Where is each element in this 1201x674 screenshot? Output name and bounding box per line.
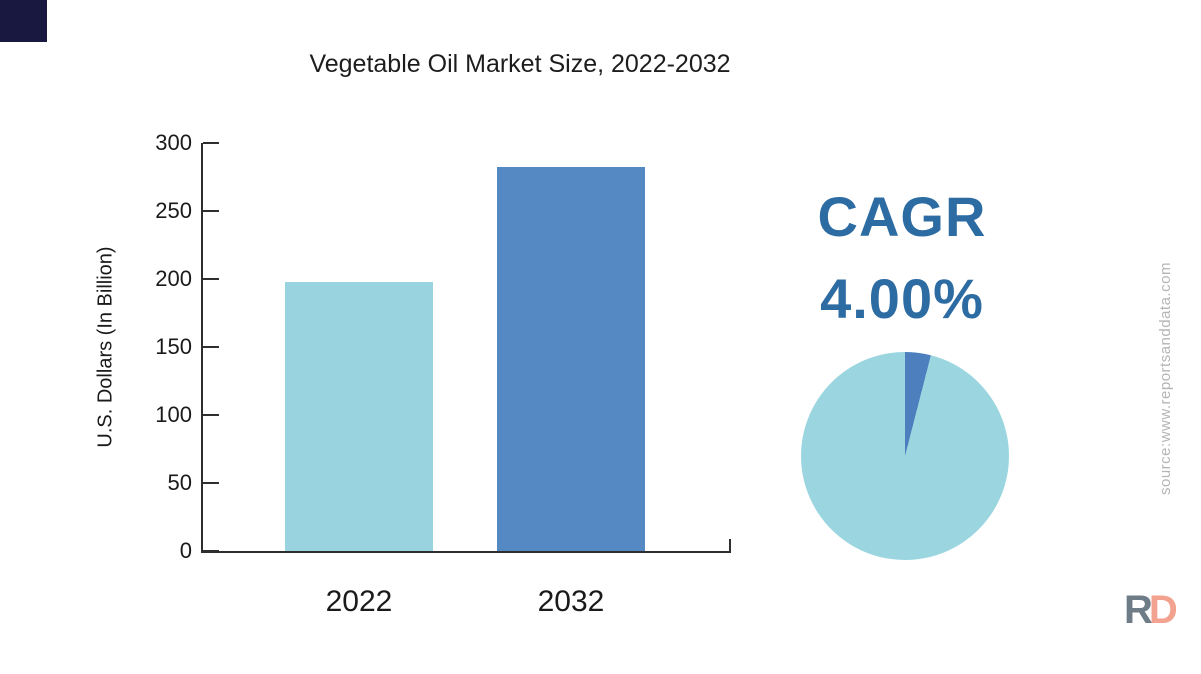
y-tick-mark-50: [203, 482, 219, 484]
x-axis-line: [201, 551, 731, 553]
y-tick-label-150: 150: [155, 334, 192, 359]
x-tick-label-2022: 2022: [325, 585, 393, 618]
brand-logo: RD: [1124, 588, 1178, 632]
cagr-pie-chart: [801, 352, 1009, 560]
y-tick-mark-250: [203, 210, 219, 212]
y-tick-label-50: 50: [167, 470, 192, 495]
chart-title: Vegetable Oil Market Size, 2022-2032: [309, 50, 731, 78]
y-tick-mark-150: [203, 346, 219, 348]
corner-watermark-square: [0, 0, 47, 42]
logo-letter-r: R: [1124, 588, 1153, 632]
y-tick-label-300: 300: [155, 130, 192, 155]
y-tick-mark-200: [203, 278, 219, 280]
cagr-label: CAGR: [817, 185, 987, 248]
y-tick-label-200: 200: [155, 266, 192, 291]
bar-2022: [285, 282, 433, 551]
y-tick-mark-0: [203, 550, 219, 552]
y-tick-label-0: 0: [179, 538, 192, 563]
source-attribution: source:www.reportsanddata.com: [1157, 262, 1174, 495]
y-tick-mark-300: [203, 142, 219, 144]
logo-letter-d: D: [1148, 588, 1178, 632]
y-tick-label-250: 250: [155, 198, 192, 223]
cagr-value: 4.00%: [820, 267, 984, 330]
bar-2032: [497, 167, 645, 551]
x-tick-label-2032: 2032: [537, 585, 605, 618]
y-axis-line: [201, 143, 203, 553]
y-tick-mark-100: [203, 414, 219, 416]
y-tick-label-100: 100: [155, 402, 192, 427]
x-axis-end-tick: [729, 539, 731, 551]
y-axis-label: U.S. Dollars (In Billion): [94, 246, 117, 448]
